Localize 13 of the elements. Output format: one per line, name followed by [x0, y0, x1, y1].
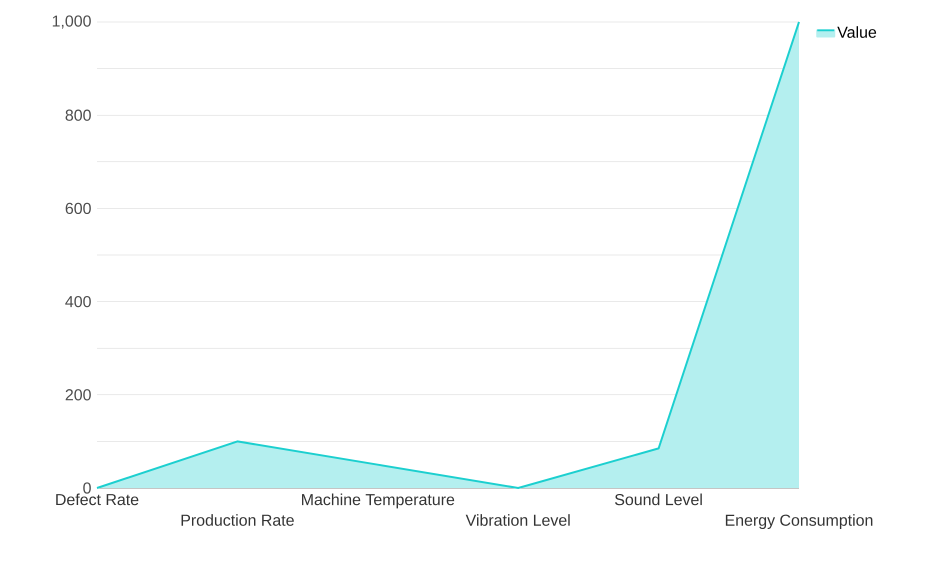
- x-tick-label: Defect Rate: [56, 494, 138, 506]
- x-tick-label: Machine Temperature: [302, 494, 454, 508]
- y-tick-label: 0: [83, 482, 91, 494]
- x-tick-label: Production Rate: [182, 514, 294, 526]
- y-tick-label: 600: [66, 202, 91, 214]
- x-tick-label: Sound Level: [615, 494, 702, 506]
- x-tick-label: Energy Consumption: [726, 514, 872, 530]
- y-tick-label: 800: [66, 110, 91, 121]
- legend-label: Value: [837, 26, 876, 38]
- x-tick-label: Vibration Level: [466, 514, 570, 526]
- y-tick-label: 400: [65, 296, 91, 308]
- y-tick-label: 1,000: [52, 15, 91, 29]
- y-tick-label: 200: [66, 389, 91, 400]
